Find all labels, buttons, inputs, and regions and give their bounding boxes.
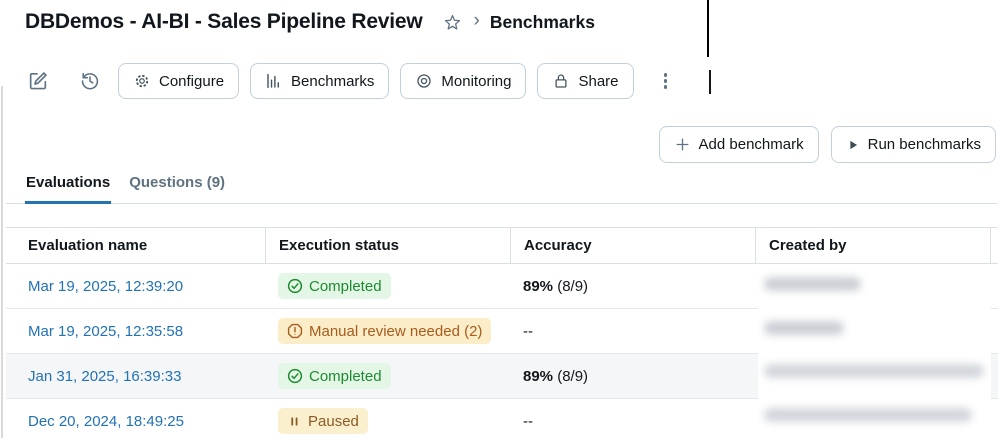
accuracy-detail: (8/9) bbox=[553, 277, 589, 295]
screenshot-artifact-line bbox=[707, 0, 709, 57]
benchmark-actions: Add benchmark Run benchmarks bbox=[658, 126, 996, 163]
redacted-text bbox=[764, 321, 844, 335]
benchmarks-label: Benchmarks bbox=[291, 72, 375, 90]
monitoring-label: Monitoring bbox=[441, 72, 512, 90]
status-label: Paused bbox=[308, 412, 359, 430]
add-benchmark-button[interactable]: Add benchmark bbox=[658, 126, 819, 163]
status-badge: Paused bbox=[278, 408, 368, 434]
edit-icon bbox=[27, 70, 49, 92]
column-header-execution-status[interactable]: Execution status bbox=[265, 228, 510, 263]
evaluation-link[interactable]: Mar 19, 2025, 12:39:20 bbox=[28, 277, 184, 295]
column-header-accuracy[interactable]: Accuracy bbox=[510, 228, 755, 263]
column-header-created-by[interactable]: Created by bbox=[755, 228, 990, 263]
share-button[interactable]: Share bbox=[537, 63, 634, 99]
gear-icon bbox=[133, 72, 151, 90]
add-benchmark-label: Add benchmark bbox=[698, 136, 804, 153]
check-circle-icon bbox=[287, 278, 303, 294]
page-title: DBDemos - AI-BI - Sales Pipeline Review bbox=[25, 10, 423, 33]
evaluation-link[interactable]: Dec 20, 2024, 18:49:25 bbox=[28, 412, 184, 430]
edit-button[interactable] bbox=[26, 69, 50, 93]
table-row: Mar 19, 2025, 12:39:20 Completed 89% (8/… bbox=[6, 264, 998, 309]
pause-icon bbox=[287, 414, 302, 429]
table-row: Dec 20, 2024, 18:49:25 Paused -- bbox=[6, 399, 998, 438]
tab-evaluations[interactable]: Evaluations bbox=[25, 174, 112, 204]
run-benchmarks-button[interactable]: Run benchmarks bbox=[830, 126, 996, 163]
status-badge: Manual review needed (2) bbox=[278, 318, 492, 344]
check-circle-icon bbox=[287, 368, 303, 384]
screenshot-artifact-line-small bbox=[709, 70, 711, 94]
favorite-button[interactable] bbox=[443, 13, 462, 32]
redacted-text bbox=[764, 277, 861, 291]
run-benchmarks-label: Run benchmarks bbox=[867, 136, 981, 153]
breadcrumb-chevron-icon: › bbox=[473, 10, 480, 31]
history-button[interactable] bbox=[78, 69, 102, 93]
toolbar: Configure Benchmarks Monitoring bbox=[26, 62, 679, 100]
status-badge: Completed bbox=[278, 273, 391, 299]
accuracy-value: 89% bbox=[523, 367, 554, 385]
share-label: Share bbox=[578, 72, 619, 90]
column-header-filler bbox=[990, 228, 998, 263]
screenshot-edge-line bbox=[1, 86, 3, 438]
accuracy-detail: -- bbox=[523, 322, 533, 340]
status-label: Completed bbox=[309, 277, 382, 295]
table-header: Evaluation name Execution status Accurac… bbox=[6, 227, 998, 264]
monitoring-button[interactable]: Monitoring bbox=[400, 63, 527, 99]
evaluations-table: Evaluation name Execution status Accurac… bbox=[6, 227, 998, 438]
redacted-created-by-region bbox=[758, 264, 991, 438]
status-badge: Completed bbox=[278, 363, 391, 389]
page-header: DBDemos - AI-BI - Sales Pipeline Review … bbox=[25, 10, 595, 34]
accuracy-detail: -- bbox=[523, 412, 533, 430]
more-actions-button[interactable] bbox=[653, 69, 679, 93]
bar-chart-icon bbox=[265, 72, 283, 90]
redacted-text bbox=[764, 408, 972, 422]
play-icon bbox=[846, 138, 860, 152]
tabs: Evaluations Questions (9) bbox=[25, 174, 226, 204]
status-label: Completed bbox=[309, 367, 382, 385]
redacted-text bbox=[764, 364, 984, 378]
eye-icon bbox=[415, 72, 433, 90]
tab-questions[interactable]: Questions (9) bbox=[129, 174, 226, 191]
alert-octagon-icon bbox=[287, 323, 303, 339]
benchmarks-button[interactable]: Benchmarks bbox=[250, 63, 390, 99]
configure-button[interactable]: Configure bbox=[118, 63, 240, 99]
evaluation-link[interactable]: Mar 19, 2025, 12:35:58 bbox=[28, 322, 184, 340]
column-header-evaluation-name[interactable]: Evaluation name bbox=[28, 237, 148, 254]
kebab-icon bbox=[663, 73, 668, 77]
table-row: Mar 19, 2025, 12:35:58 Manual review nee… bbox=[6, 309, 998, 354]
accuracy-detail: (8/9) bbox=[553, 367, 589, 385]
lock-icon bbox=[552, 72, 570, 90]
tabs-divider bbox=[6, 203, 998, 204]
history-icon bbox=[79, 70, 101, 92]
configure-label: Configure bbox=[159, 72, 225, 90]
evaluation-link[interactable]: Jan 31, 2025, 16:39:33 bbox=[28, 367, 182, 385]
plus-icon bbox=[674, 136, 691, 153]
star-icon bbox=[443, 13, 462, 32]
accuracy-value: 89% bbox=[523, 277, 554, 295]
status-label: Manual review needed (2) bbox=[309, 322, 483, 340]
breadcrumb-current: Benchmarks bbox=[489, 11, 595, 32]
